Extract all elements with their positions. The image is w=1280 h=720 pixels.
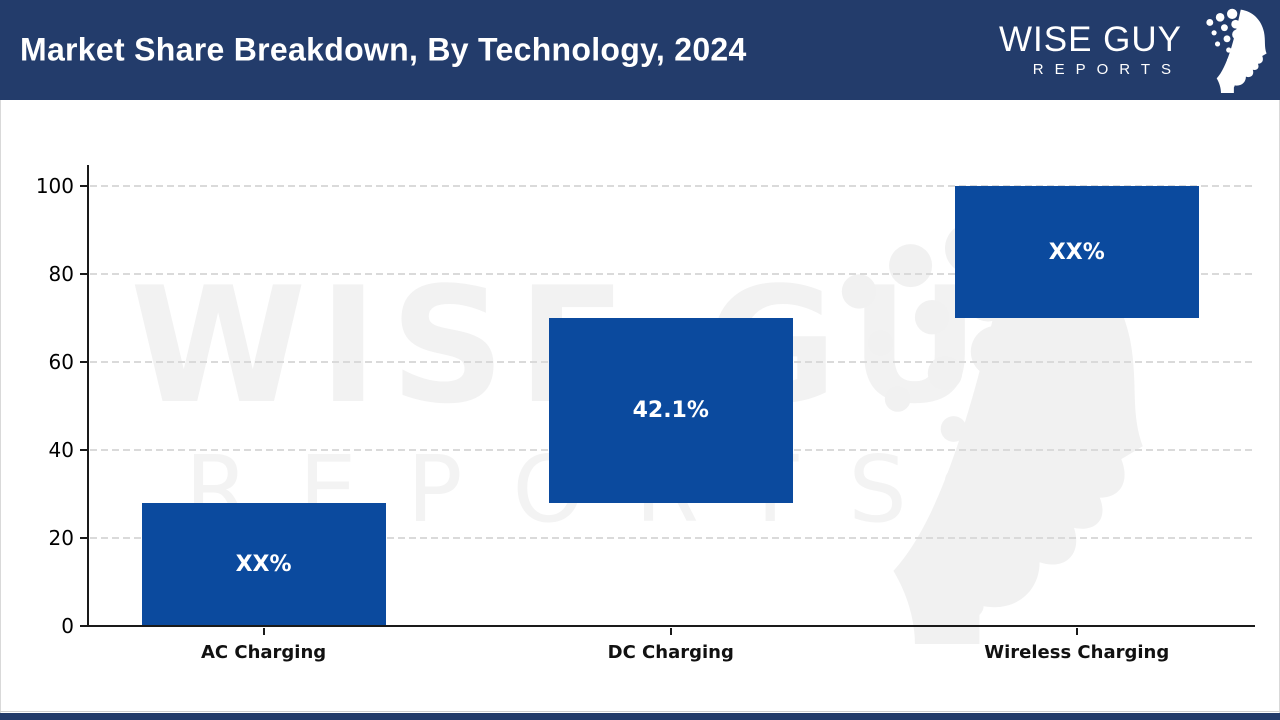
x-axis-line — [87, 625, 1255, 627]
y-tick-mark-60 — [80, 361, 88, 363]
footer-divider — [0, 711, 1280, 712]
bar-value-label: XX% — [1048, 239, 1105, 265]
wiseguy-logo: WISE GUY REPORTS — [999, 6, 1270, 94]
logo-wordmark: WISE GUY — [998, 20, 1182, 59]
x-tick-mark-3 — [1075, 628, 1078, 635]
bar-value-label: XX% — [235, 552, 292, 578]
y-tick-label-100: 100 — [35, 174, 74, 198]
x-tick-mark-2 — [669, 628, 672, 635]
y-tick-mark-0 — [80, 625, 88, 627]
x-tick-label-3: Wireless Charging — [984, 642, 1170, 663]
x-tick-label-2: DC Charging — [607, 642, 734, 663]
logo-text: WISE GUY REPORTS — [998, 20, 1182, 79]
page-title: Market Share Breakdown, By Technology, 2… — [20, 31, 747, 68]
y-tick-mark-20 — [80, 537, 88, 539]
y-tick-label-0: 0 — [61, 614, 74, 638]
logo-subtitle: REPORTS — [1032, 61, 1182, 78]
header: Market Share Breakdown, By Technology, 2… — [0, 0, 1280, 100]
bar-ac-charging: XX% — [141, 503, 386, 626]
page-border-left — [0, 100, 1, 720]
bar-value-label: 42.1% — [632, 398, 709, 424]
y-tick-label-40: 40 — [48, 438, 74, 462]
gridline-y-100 — [90, 185, 1255, 187]
y-tick-mark-40 — [80, 449, 88, 451]
y-tick-mark-100 — [80, 185, 88, 187]
y-axis-line — [87, 165, 89, 627]
gridline-y-20 — [90, 537, 1255, 539]
x-tick-mark-1 — [262, 628, 265, 635]
footer-bar — [0, 713, 1280, 720]
gridline-y-80 — [90, 273, 1255, 275]
bar-wireless-charging: XX% — [954, 186, 1199, 318]
y-tick-label-80: 80 — [48, 262, 74, 286]
wiseguy-head-icon — [1206, 8, 1267, 93]
x-tick-label-1: AC Charging — [200, 642, 327, 663]
y-tick-label-20: 20 — [48, 526, 74, 550]
y-tick-label-60: 60 — [48, 350, 74, 374]
bar-dc-charging: 42.1% — [548, 318, 793, 504]
y-tick-mark-80 — [80, 273, 88, 275]
